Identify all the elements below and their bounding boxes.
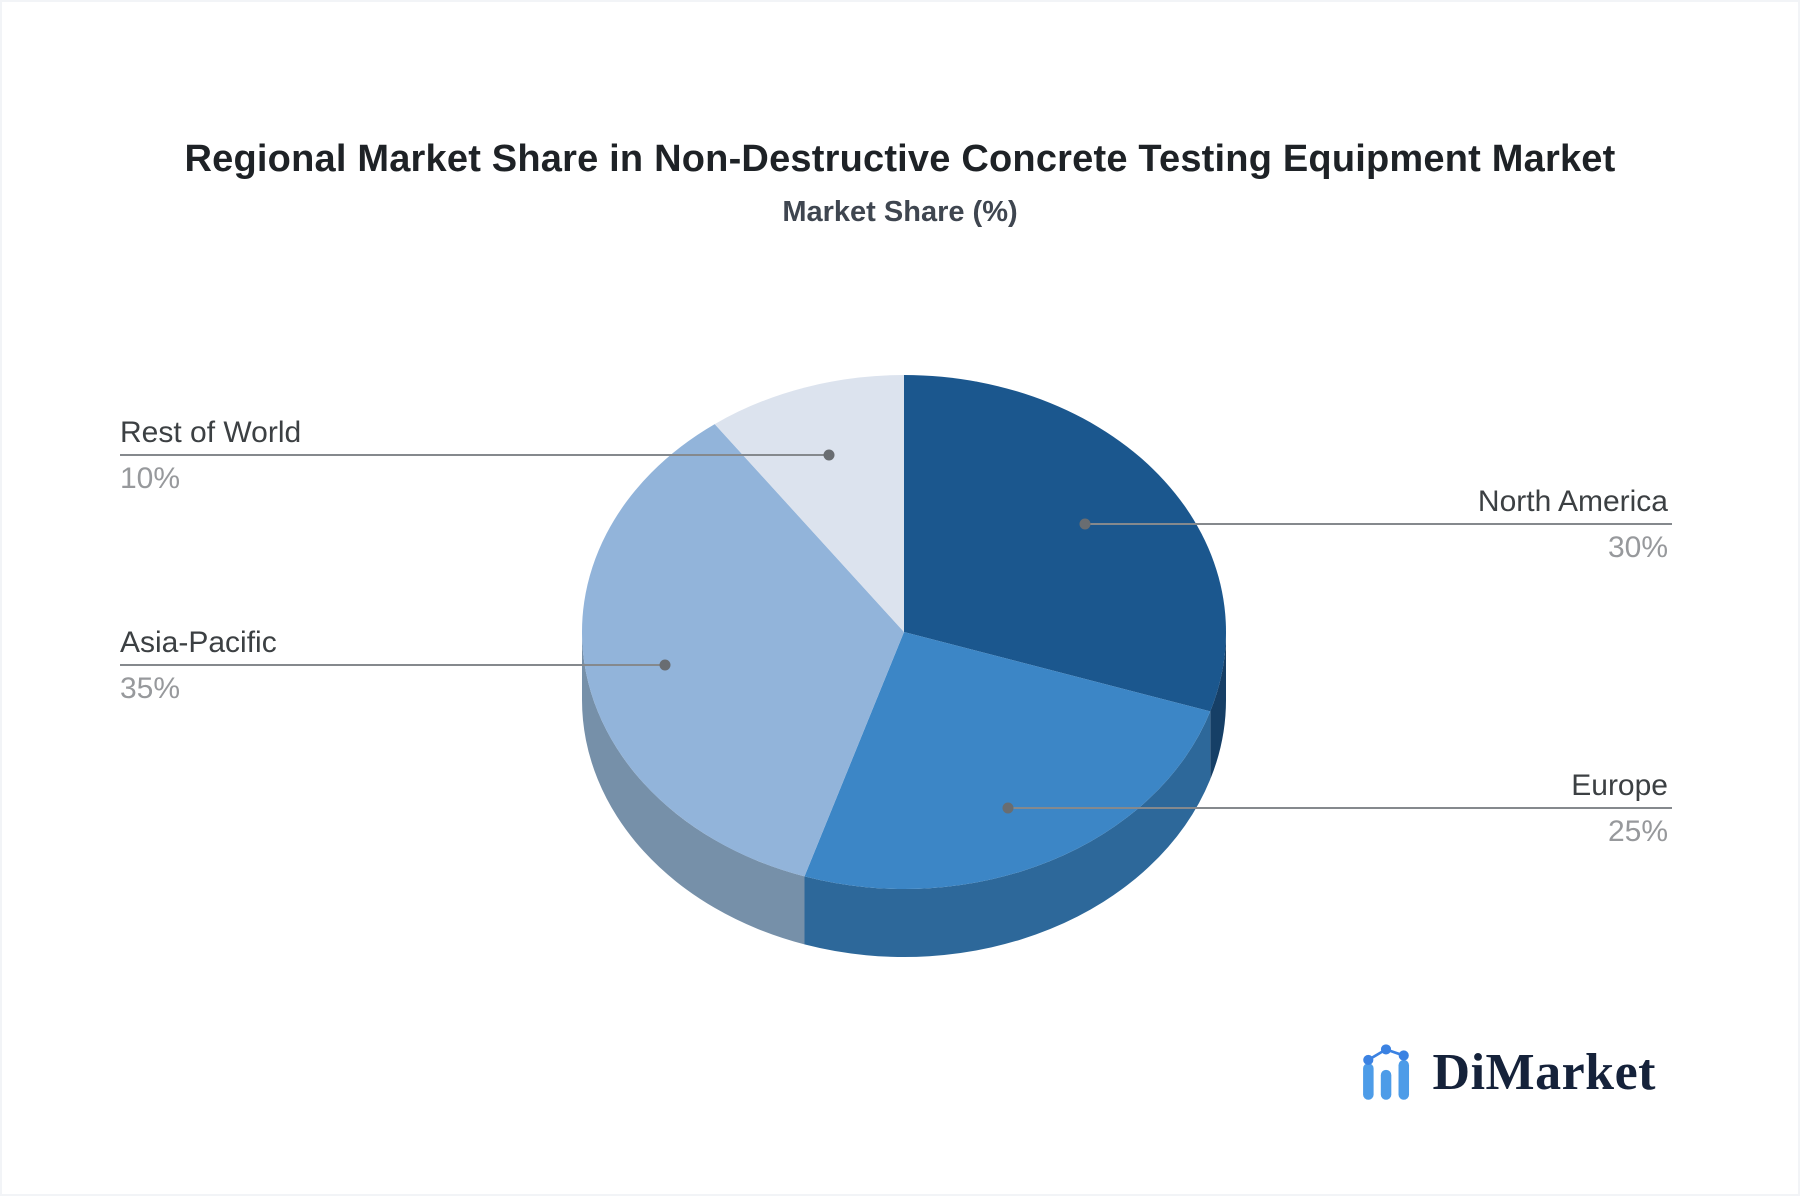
callout-north-america: North America 30% <box>1478 484 1668 566</box>
slice-label-europe: Europe <box>1571 769 1668 802</box>
logo: DiMarket <box>1359 1040 1656 1102</box>
slice-value-asia-pacific: 35% <box>120 672 181 705</box>
slice-label-asia-pacific: Asia-Pacific <box>120 626 277 659</box>
callout-rest-of-world: Rest of World 10% <box>120 415 301 497</box>
slice-value-europe: 25% <box>1607 815 1668 848</box>
logo-text: DiMarket <box>1432 1044 1656 1101</box>
bar-chart-logo-icon <box>1362 1044 1409 1100</box>
slice-label-north-america: North America <box>1477 485 1668 518</box>
callout-europe: Europe 25% <box>1571 768 1668 850</box>
chart-subtitle: Market Share (%) <box>782 196 1018 228</box>
slice-value-north-america: 30% <box>1607 531 1668 564</box>
slice-label-rest-of-world: Rest of World <box>120 416 302 449</box>
chart-title: Regional Market Share in Non-Destructive… <box>184 138 1616 180</box>
slice-value-rest-of-world: 10% <box>120 462 181 495</box>
callout-asia-pacific: Asia-Pacific 35% <box>120 625 277 707</box>
